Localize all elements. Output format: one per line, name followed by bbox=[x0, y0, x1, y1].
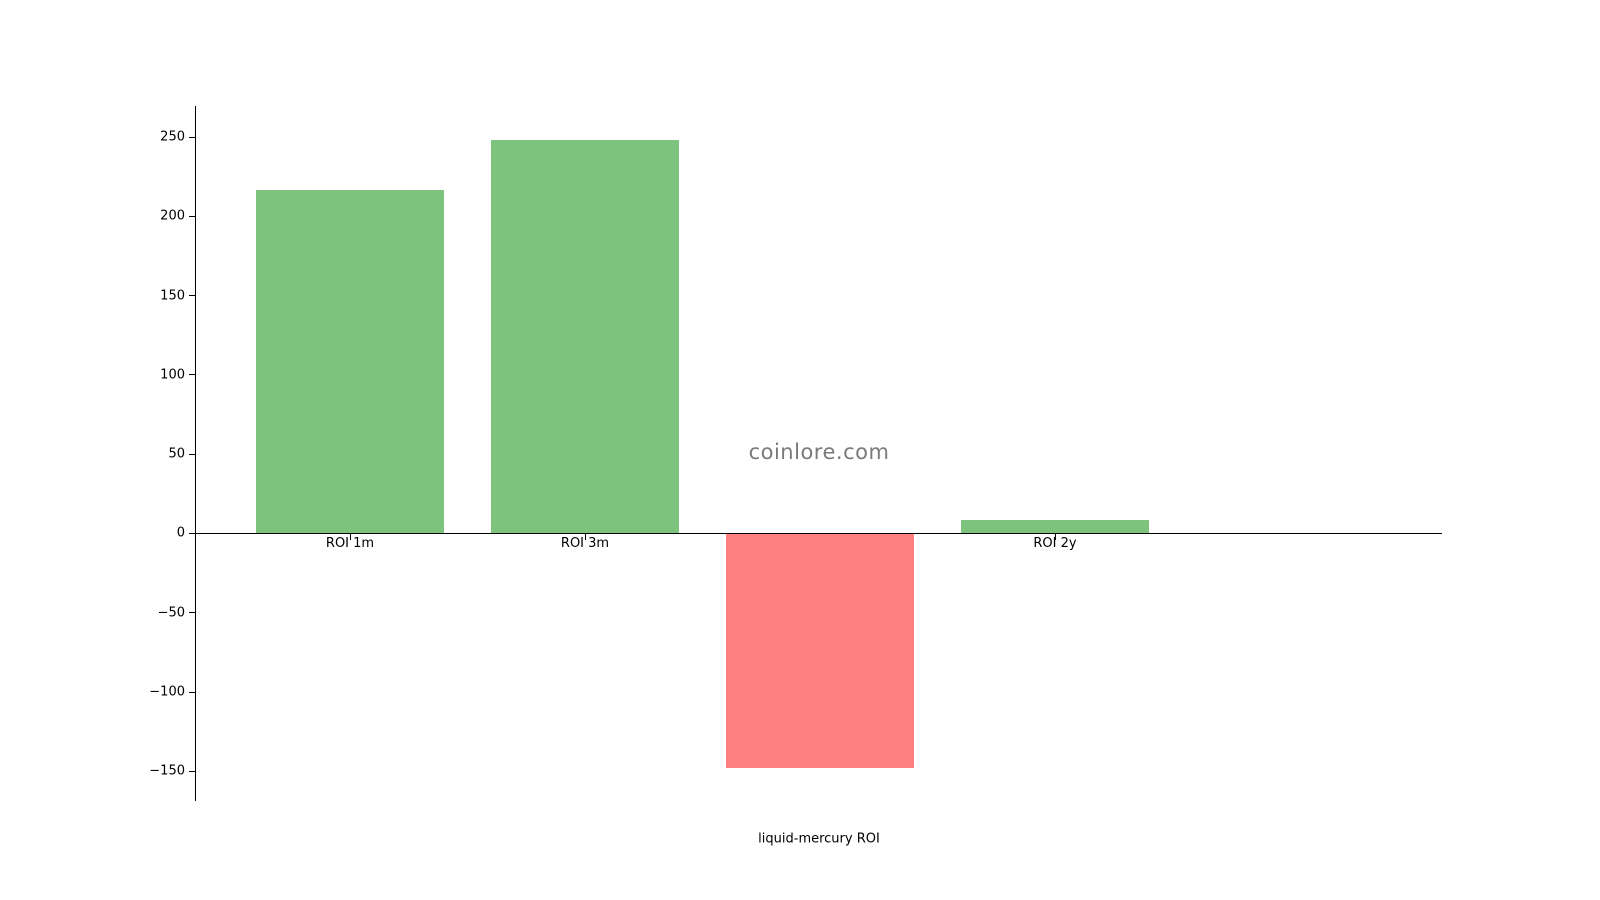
y-tick bbox=[189, 454, 196, 455]
x-tick bbox=[1055, 533, 1056, 540]
y-tick-label: −150 bbox=[149, 763, 185, 779]
y-tick bbox=[189, 692, 196, 693]
y-tick-label: 200 bbox=[160, 208, 185, 224]
watermark: coinlore.com bbox=[748, 440, 890, 464]
y-tick bbox=[189, 137, 196, 138]
y-tick bbox=[189, 612, 196, 613]
x-axis-title: liquid-mercury ROI bbox=[758, 831, 880, 847]
y-axis-spine bbox=[195, 106, 196, 801]
y-tick-label: 150 bbox=[160, 288, 185, 304]
y-tick bbox=[189, 295, 196, 296]
y-tick bbox=[189, 533, 196, 534]
y-tick-label: 50 bbox=[168, 446, 185, 462]
y-tick bbox=[189, 374, 196, 375]
y-tick-label: 250 bbox=[160, 129, 185, 145]
x-tick-label: ROI 1m bbox=[325, 536, 375, 551]
bar-roi-1m bbox=[256, 190, 444, 533]
x-tick-label: ROI 3m bbox=[560, 536, 610, 551]
y-tick bbox=[189, 771, 196, 772]
x-axis-zero-line bbox=[196, 533, 1442, 534]
bar-roi-2y bbox=[961, 520, 1149, 533]
y-tick-label: 100 bbox=[160, 367, 185, 383]
y-tick-label: −50 bbox=[157, 605, 185, 621]
x-tick-label: ROI 2y bbox=[1033, 536, 1077, 551]
bar-bar-3 bbox=[726, 533, 914, 768]
y-tick-label: −100 bbox=[149, 684, 185, 700]
x-tick bbox=[350, 533, 351, 540]
y-tick bbox=[189, 216, 196, 217]
y-tick-label: 0 bbox=[176, 525, 185, 541]
bar-roi-3m bbox=[491, 140, 679, 533]
x-tick bbox=[585, 533, 586, 540]
